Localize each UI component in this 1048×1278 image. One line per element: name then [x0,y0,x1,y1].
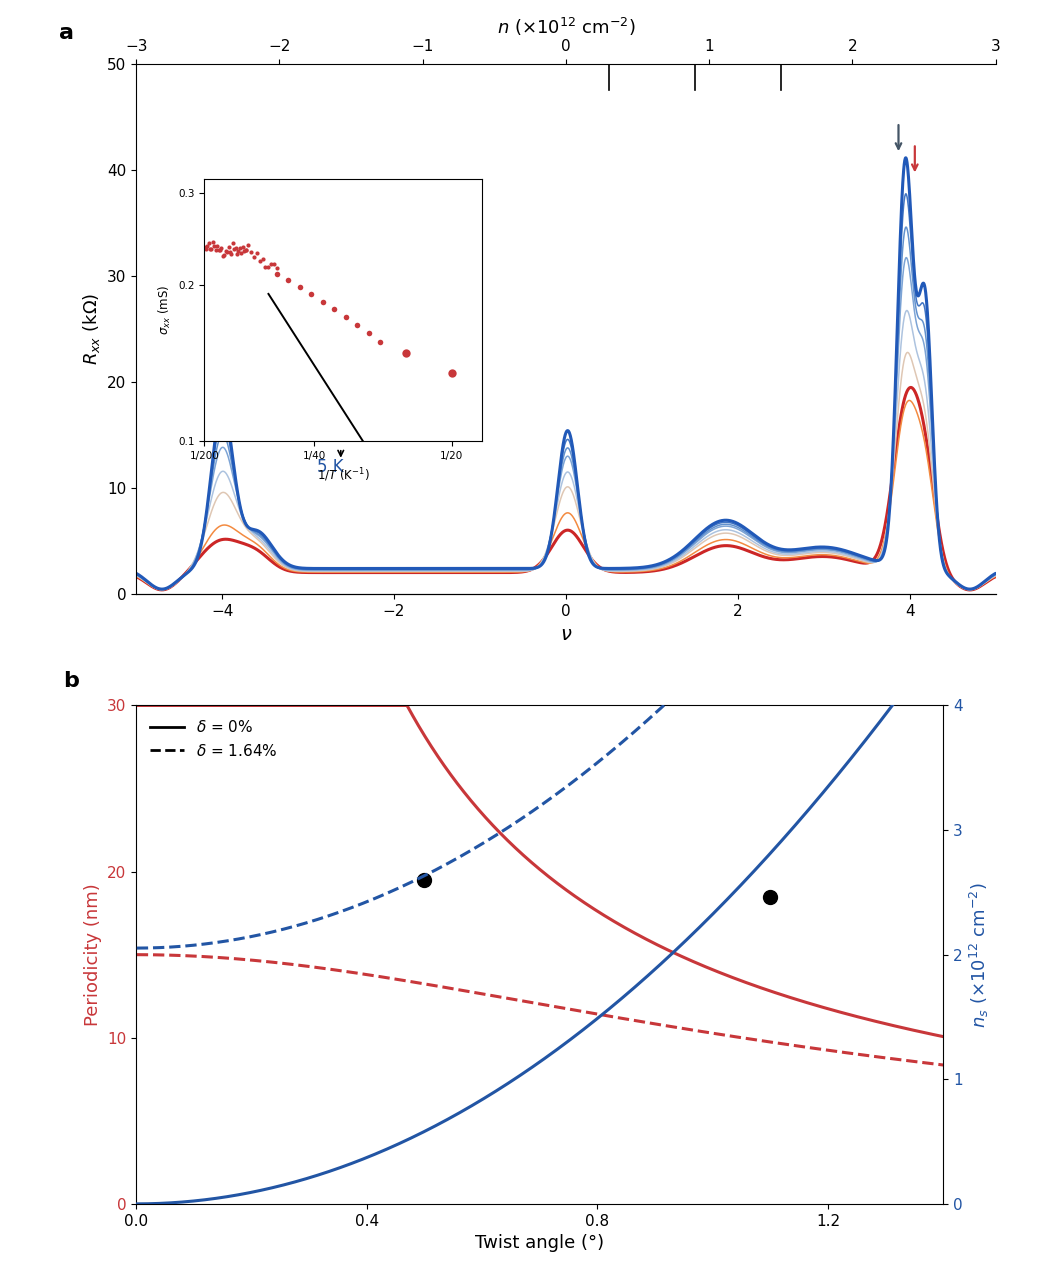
Y-axis label: $\sigma_{xx}$ (mS): $\sigma_{xx}$ (mS) [156,285,173,335]
Text: b: b [64,671,80,690]
Y-axis label: $n_s$ ($\times10^{12}$ cm$^{-2}$): $n_s$ ($\times10^{12}$ cm$^{-2}$) [968,882,991,1028]
Text: a: a [59,23,74,42]
Text: 80 K: 80 K [316,423,354,441]
Legend: $\delta$ = 0%, $\delta$ = 1.64%: $\delta$ = 0%, $\delta$ = 1.64% [144,713,283,766]
Y-axis label: $R_{xx}$ (k$\Omega$): $R_{xx}$ (k$\Omega$) [81,293,102,366]
X-axis label: $\nu$: $\nu$ [560,625,572,644]
X-axis label: Twist angle (°): Twist angle (°) [475,1235,605,1252]
Text: 5 K: 5 K [316,459,344,477]
Y-axis label: Periodicity (nm): Periodicity (nm) [84,883,102,1026]
X-axis label: $1/T$ (K$^{-1}$): $1/T$ (K$^{-1}$) [316,466,370,484]
X-axis label: $n$ ($\times10^{12}$ cm$^{-2}$): $n$ ($\times10^{12}$ cm$^{-2}$) [497,15,635,37]
